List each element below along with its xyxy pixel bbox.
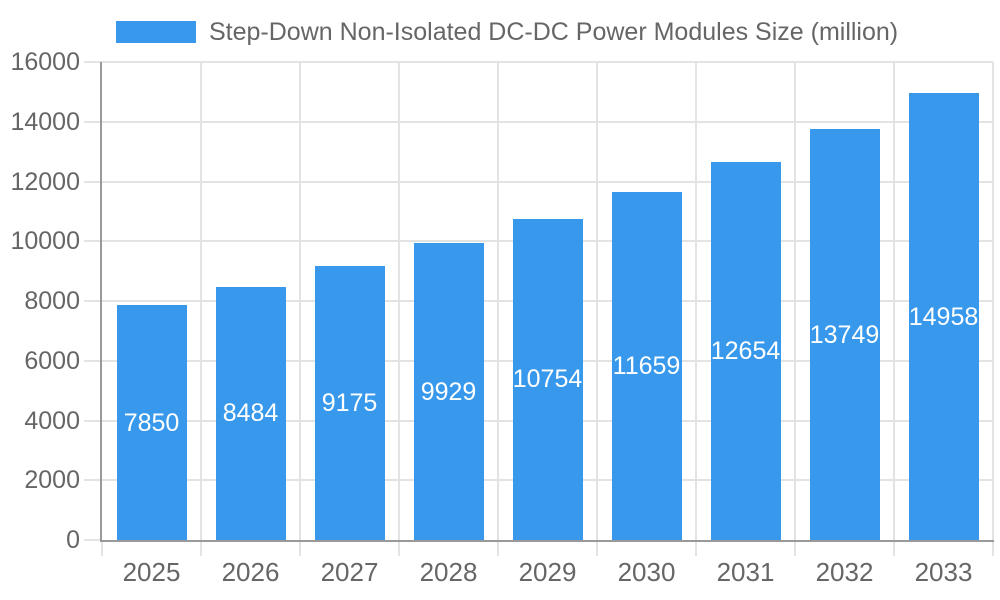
x-tick	[596, 542, 598, 556]
y-gridline	[102, 120, 993, 123]
bar[interactable]	[413, 243, 484, 540]
x-tick	[497, 542, 499, 556]
y-tick	[84, 180, 102, 183]
x-tick-label: 2033	[914, 557, 973, 587]
x-tick	[101, 542, 103, 556]
bar-value-label: 10754	[512, 365, 583, 394]
legend-item[interactable]: Step-Down Non-Isolated DC-DC Power Modul…	[116, 18, 899, 46]
x-gridline	[200, 62, 202, 540]
bar-value-label: 9175	[321, 388, 378, 417]
bar[interactable]	[215, 286, 286, 540]
y-tick-label: 4000	[24, 406, 80, 435]
x-tick-label: 2032	[815, 557, 874, 587]
bar-value-label: 13749	[809, 320, 880, 349]
y-axis-line	[100, 62, 102, 542]
x-gridline	[497, 62, 499, 540]
x-tick	[695, 542, 697, 556]
y-tick-label: 10000	[10, 227, 80, 256]
bar[interactable]	[710, 161, 781, 540]
x-axis-line	[100, 540, 994, 542]
x-tick-label: 2029	[518, 557, 577, 587]
x-tick-label: 2031	[716, 557, 775, 587]
x-gridline	[893, 62, 895, 540]
bar[interactable]	[809, 129, 880, 540]
legend-swatch	[116, 21, 196, 43]
bar[interactable]	[908, 93, 979, 540]
y-tick-label: 8000	[24, 287, 80, 315]
x-tick-label: 2027	[320, 557, 379, 587]
bar[interactable]	[512, 218, 583, 540]
y-tick	[84, 419, 102, 422]
x-tick-label: 2026	[221, 557, 280, 587]
x-tick	[794, 542, 796, 556]
y-gridline	[102, 180, 993, 183]
x-gridline	[398, 62, 400, 540]
x-gridline	[794, 62, 796, 540]
x-tick	[893, 542, 895, 556]
y-tick-label: 12000	[10, 167, 80, 196]
y-tick	[84, 120, 102, 123]
x-tick	[398, 542, 400, 556]
bar-value-label: 11659	[612, 351, 681, 380]
y-tick-label: 16000	[10, 48, 80, 76]
bar[interactable]	[314, 265, 385, 540]
bar[interactable]	[611, 191, 682, 540]
y-tick	[84, 479, 102, 482]
bar-value-label: 8484	[222, 399, 279, 428]
y-tick-label: 2000	[24, 466, 80, 495]
x-tick-label: 2030	[617, 557, 676, 587]
y-gridline	[102, 61, 993, 63]
x-tick	[992, 542, 994, 556]
bar-value-label: 14958	[908, 302, 979, 331]
x-tick-label: 2028	[419, 557, 478, 587]
x-gridline	[992, 62, 994, 540]
y-tick-label: 6000	[24, 346, 80, 375]
bar-value-label: 12654	[710, 336, 781, 365]
bar-value-label: 7850	[123, 408, 180, 437]
y-tick	[84, 300, 102, 302]
y-tick	[84, 359, 102, 362]
x-gridline	[299, 62, 301, 540]
x-tick	[200, 542, 202, 556]
y-tick-label: 0	[66, 526, 80, 554]
legend-label: Step-Down Non-Isolated DC-DC Power Modul…	[209, 18, 899, 46]
bar-value-label: 9929	[420, 377, 477, 406]
y-tick-label: 14000	[10, 107, 80, 136]
x-tick-label: 2025	[122, 557, 181, 587]
y-tick	[84, 61, 102, 63]
x-gridline	[695, 62, 697, 540]
bar[interactable]	[116, 305, 187, 540]
x-gridline	[596, 62, 598, 540]
y-tick	[84, 240, 102, 243]
x-tick	[299, 542, 301, 556]
y-tick	[84, 539, 102, 541]
